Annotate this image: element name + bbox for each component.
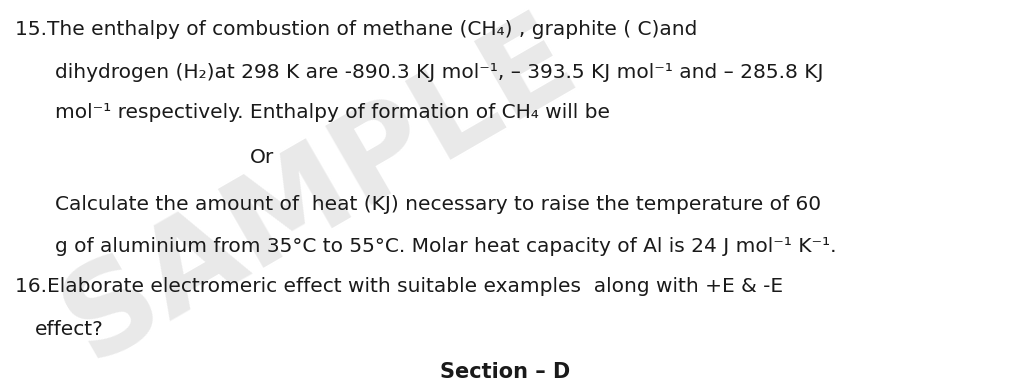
- Text: dihydrogen (H₂)at 298 K are -890.3 KJ mol⁻¹, – 393.5 KJ mol⁻¹ and – 285.8 KJ: dihydrogen (H₂)at 298 K are -890.3 KJ mo…: [55, 63, 823, 82]
- Text: 16.Elaborate electromeric effect with suitable examples  along with +E & -E: 16.Elaborate electromeric effect with su…: [15, 277, 783, 296]
- Text: 15.The enthalpy of combustion of methane (CH₄) , graphite ( C)and: 15.The enthalpy of combustion of methane…: [15, 20, 697, 39]
- Text: g of aluminium from 35°C to 55°C. Molar heat capacity of Al is 24 J mol⁻¹ K⁻¹.: g of aluminium from 35°C to 55°C. Molar …: [55, 237, 837, 256]
- Text: Section – D: Section – D: [440, 362, 570, 380]
- Text: Calculate the amount of  heat (KJ) necessary to raise the temperature of 60: Calculate the amount of heat (KJ) necess…: [55, 195, 821, 214]
- Text: effect?: effect?: [35, 320, 103, 339]
- Text: mol⁻¹ respectively. Enthalpy of formation of CH₄ will be: mol⁻¹ respectively. Enthalpy of formatio…: [55, 103, 610, 122]
- Text: Or: Or: [250, 148, 274, 167]
- Text: SAMPLE: SAMPLE: [44, 0, 596, 380]
